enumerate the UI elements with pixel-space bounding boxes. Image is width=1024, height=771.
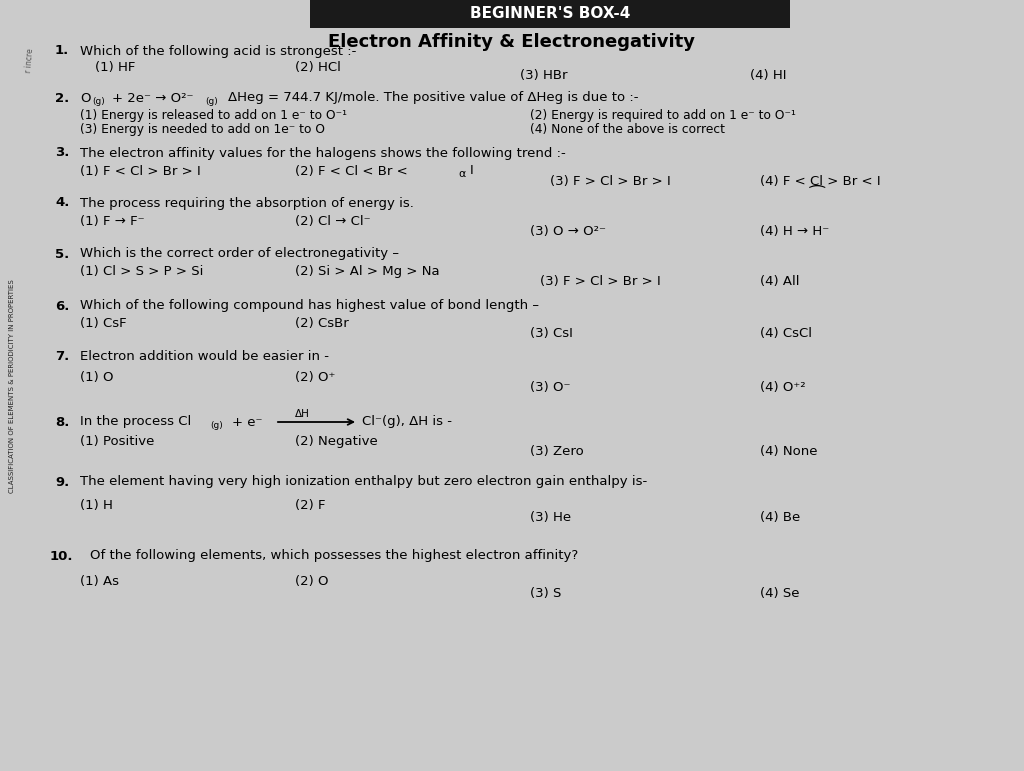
Text: (g): (g) bbox=[205, 97, 218, 106]
Text: Electron addition would be easier in -: Electron addition would be easier in - bbox=[80, 351, 329, 363]
Text: I: I bbox=[470, 164, 474, 177]
Text: 10.: 10. bbox=[50, 550, 74, 563]
Text: The element having very high ionization enthalpy but zero electron gain enthalpy: The element having very high ionization … bbox=[80, 476, 647, 489]
Text: (3) He: (3) He bbox=[530, 511, 571, 524]
Text: (2) F: (2) F bbox=[295, 500, 326, 513]
Text: Of the following elements, which possesses the highest electron affinity?: Of the following elements, which possess… bbox=[90, 550, 579, 563]
Text: (4) CsCl: (4) CsCl bbox=[760, 328, 812, 341]
Text: (1) F → F⁻: (1) F → F⁻ bbox=[80, 214, 144, 227]
Text: (3) CsI: (3) CsI bbox=[530, 328, 572, 341]
Text: The process requiring the absorption of energy is.: The process requiring the absorption of … bbox=[80, 197, 414, 210]
Text: 7.: 7. bbox=[55, 351, 70, 363]
Text: (g): (g) bbox=[92, 97, 104, 106]
Text: (4) All: (4) All bbox=[760, 275, 800, 288]
Text: 8.: 8. bbox=[55, 416, 70, 429]
Text: 9.: 9. bbox=[55, 476, 70, 489]
Text: (3) HBr: (3) HBr bbox=[520, 69, 567, 82]
Text: (1) As: (1) As bbox=[80, 574, 119, 588]
Text: Which is the correct order of electronegativity –: Which is the correct order of electroneg… bbox=[80, 247, 399, 261]
Text: (1) HF: (1) HF bbox=[95, 62, 135, 75]
Text: (2) Energy is required to add on 1 e⁻ to O⁻¹: (2) Energy is required to add on 1 e⁻ to… bbox=[530, 109, 796, 122]
Text: BEGINNER'S BOX-4: BEGINNER'S BOX-4 bbox=[470, 6, 630, 22]
Text: (4) H → H⁻: (4) H → H⁻ bbox=[760, 224, 829, 237]
Text: (4) Se: (4) Se bbox=[760, 587, 800, 600]
Text: Cl⁻(g), ΔH is -: Cl⁻(g), ΔH is - bbox=[362, 416, 452, 429]
Text: 3.: 3. bbox=[55, 146, 70, 160]
Text: 4.: 4. bbox=[55, 197, 70, 210]
Text: 6.: 6. bbox=[55, 299, 70, 312]
Text: (1) H: (1) H bbox=[80, 500, 113, 513]
Text: (3) F > Cl > Br > I: (3) F > Cl > Br > I bbox=[550, 174, 671, 187]
Text: r incre: r incre bbox=[25, 49, 36, 74]
Text: CLASSIFICATION OF ELEMENTS & PERIODICITY IN PROPERTIES: CLASSIFICATION OF ELEMENTS & PERIODICITY… bbox=[9, 279, 15, 493]
Text: + e⁻: + e⁻ bbox=[232, 416, 262, 429]
Text: (2) Si > Al > Mg > Na: (2) Si > Al > Mg > Na bbox=[295, 265, 439, 278]
Text: (3) O⁻: (3) O⁻ bbox=[530, 382, 570, 395]
Text: (3) F > Cl > Br > I: (3) F > Cl > Br > I bbox=[540, 275, 660, 288]
Text: 2.: 2. bbox=[55, 92, 70, 105]
Text: ΔH: ΔH bbox=[295, 409, 310, 419]
Text: (2) HCl: (2) HCl bbox=[295, 62, 341, 75]
Text: (4) O⁺²: (4) O⁺² bbox=[760, 382, 806, 395]
Text: In the process Cl: In the process Cl bbox=[80, 416, 191, 429]
Text: ΔHeg = 744.7 KJ/mole. The positive value of ΔHeg is due to :-: ΔHeg = 744.7 KJ/mole. The positive value… bbox=[228, 92, 639, 105]
Text: (1) CsF: (1) CsF bbox=[80, 318, 127, 331]
Text: (2) Cl → Cl⁻: (2) Cl → Cl⁻ bbox=[295, 214, 371, 227]
Text: (2) Negative: (2) Negative bbox=[295, 435, 378, 447]
Text: (3) Energy is needed to add on 1e⁻ to O: (3) Energy is needed to add on 1e⁻ to O bbox=[80, 123, 325, 136]
Text: (2) CsBr: (2) CsBr bbox=[295, 318, 349, 331]
Text: (g): (g) bbox=[210, 422, 223, 430]
Text: + 2e⁻ → O²⁻: + 2e⁻ → O²⁻ bbox=[112, 92, 194, 105]
Text: (4) F < Cl > Br < I: (4) F < Cl > Br < I bbox=[760, 174, 881, 187]
Text: 5.: 5. bbox=[55, 247, 70, 261]
Text: (3) Zero: (3) Zero bbox=[530, 445, 584, 457]
Text: (2) O⁺: (2) O⁺ bbox=[295, 372, 336, 385]
Text: (4) None: (4) None bbox=[760, 445, 817, 457]
Bar bbox=[310, 0, 790, 28]
Text: 1.: 1. bbox=[55, 45, 70, 58]
Text: Which of the following acid is strongest :-: Which of the following acid is strongest… bbox=[80, 45, 356, 58]
Text: (1) Energy is released to add on 1 e⁻ to O⁻¹: (1) Energy is released to add on 1 e⁻ to… bbox=[80, 109, 347, 122]
Text: O: O bbox=[80, 92, 90, 105]
Text: The electron affinity values for the halogens shows the following trend :-: The electron affinity values for the hal… bbox=[80, 146, 565, 160]
Text: (2) F < Cl < Br <: (2) F < Cl < Br < bbox=[295, 164, 408, 177]
Text: (1) F < Cl > Br > I: (1) F < Cl > Br > I bbox=[80, 164, 201, 177]
Text: (4) Be: (4) Be bbox=[760, 511, 800, 524]
Text: (1) Positive: (1) Positive bbox=[80, 435, 155, 447]
Text: α: α bbox=[458, 169, 465, 179]
Text: Which of the following compound has highest value of bond length –: Which of the following compound has high… bbox=[80, 299, 539, 312]
Text: (3) S: (3) S bbox=[530, 587, 561, 600]
Text: (1) Cl > S > P > Si: (1) Cl > S > P > Si bbox=[80, 265, 204, 278]
Text: Electron Affinity & Electronegativity: Electron Affinity & Electronegativity bbox=[329, 33, 695, 51]
Text: (1) O: (1) O bbox=[80, 372, 114, 385]
Text: (2) O: (2) O bbox=[295, 574, 329, 588]
Text: ⁀: ⁀ bbox=[810, 188, 824, 206]
Text: (4) None of the above is correct: (4) None of the above is correct bbox=[530, 123, 725, 136]
Text: (4) HI: (4) HI bbox=[750, 69, 786, 82]
Text: (3) O → O²⁻: (3) O → O²⁻ bbox=[530, 224, 606, 237]
